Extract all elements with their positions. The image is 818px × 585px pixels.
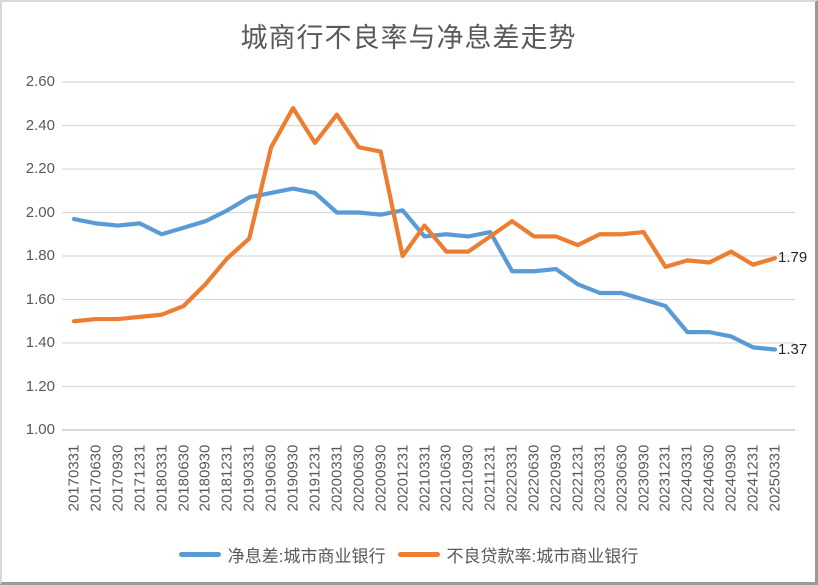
x-axis-label: 20250331 [766, 444, 784, 512]
y-axis-label: 2.40 [25, 116, 55, 134]
x-axis-label: 20170630 [87, 444, 105, 512]
y-axis-label: 2.60 [25, 73, 55, 90]
y-axis-label: 1.60 [25, 290, 55, 308]
x-axis-label: 20190630 [262, 444, 280, 512]
legend-item-npl: 不良贷款率:城市商业银行 [397, 542, 639, 567]
npl-legend-label: 不良贷款率:城市商业银行 [446, 547, 639, 566]
y-axis-label: 2.20 [25, 160, 55, 177]
x-axis-label: 20201231 [394, 444, 412, 512]
x-axis-label: 20220930 [547, 444, 565, 512]
x-axis-label: 20211231 [481, 445, 499, 511]
nim-end-value-label: 1.37 [778, 340, 808, 358]
x-axis-label: 20220630 [525, 444, 543, 512]
x-axis-label: 20180331 [153, 444, 171, 512]
y-axis-label: 1.00 [25, 421, 55, 438]
x-axis-label: 20200630 [350, 444, 368, 512]
series-lines [71, 105, 778, 352]
x-axis-label: 20230331 [591, 444, 609, 512]
x-axis-label: 20241231 [744, 444, 762, 512]
nim-legend-label: 净息差:城市商业银行 [227, 547, 386, 566]
chart-title: 城商行不良率与净息差走势 [240, 23, 577, 53]
npl-end-value-label: 1.79 [778, 249, 808, 267]
nim-line-swatch [178, 552, 221, 557]
x-axis-label: 20181231 [218, 444, 236, 512]
x-axis-label: 20170331 [65, 444, 83, 512]
x-axis-label: 20240331 [678, 444, 696, 512]
x-axis-label: 20210930 [459, 444, 477, 512]
npl-line-swatch [397, 552, 440, 557]
x-axis-label: 20210331 [416, 444, 433, 512]
x-axis-label: 20171231 [131, 444, 149, 512]
x-axis-label: 20170930 [109, 444, 127, 512]
x-axis-label: 20220331 [503, 444, 521, 512]
y-axis-label: 2.00 [25, 203, 55, 221]
x-axis-label: 20230930 [635, 444, 653, 512]
y-axis-label: 1.40 [25, 334, 55, 351]
x-axis-label: 20180630 [175, 444, 193, 512]
x-axis-label: 20200331 [328, 444, 346, 512]
x-axis-label: 20190930 [284, 444, 302, 512]
x-axis-label: 20191231 [306, 444, 324, 512]
x-axis-label: 20221231 [569, 444, 587, 512]
nim-series-line [71, 186, 778, 352]
x-axis-label: 20210630 [437, 444, 455, 512]
legend: 净息差:城市商业银行 不良贷款率:城市商业银行 [2, 542, 815, 567]
gridlines [62, 81, 795, 431]
x-axis-label: 20230630 [613, 444, 631, 512]
x-axis-label: 20240630 [700, 444, 718, 512]
y-axis-label: 1.20 [25, 377, 55, 395]
x-axis-label: 20190331 [240, 444, 258, 512]
x-axis-label: 20200930 [372, 444, 390, 512]
npl-series-line [71, 105, 778, 324]
x-axis-label: 20231231 [656, 444, 674, 512]
x-axis-label: 20180930 [196, 444, 214, 512]
x-axis-label: 20240930 [722, 444, 740, 512]
legend-item-nim: 净息差:城市商业银行 [178, 542, 386, 567]
y-axis-label: 1.80 [25, 247, 55, 264]
